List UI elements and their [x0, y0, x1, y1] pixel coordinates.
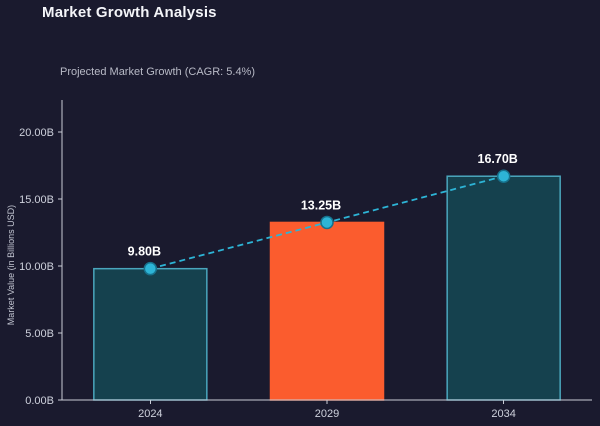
y-tick-label: 5.00B — [25, 328, 54, 340]
bar-2034 — [446, 175, 561, 401]
y-tick-label: 20.00B — [19, 127, 54, 139]
x-tick-label: 2029 — [315, 408, 339, 420]
trend-marker-2024 — [143, 261, 158, 276]
bar-2029 — [269, 221, 385, 401]
x-tick-label: 2034 — [491, 408, 515, 420]
y-tick-label: 15.00B — [19, 194, 54, 206]
trend-marker-2034 — [496, 169, 511, 183]
value-label-2029: 13.25B — [301, 198, 341, 212]
chart-title: Market Growth Analysis — [42, 4, 217, 21]
value-label-2034: 16.70B — [478, 152, 518, 166]
x-tick-label: 2024 — [138, 408, 162, 420]
value-label-2024: 9.80B — [128, 245, 161, 259]
bar-2024 — [93, 267, 208, 401]
trend-marker-2029 — [320, 215, 334, 230]
y-tick-label: 0.00B — [25, 395, 54, 407]
y-tick-label: 10.00B — [19, 261, 54, 273]
chart-subtitle: Projected Market Growth (CAGR: 5.4%) — [60, 66, 256, 78]
y-axis-label: Market Value (in Billions USD) — [6, 205, 16, 325]
